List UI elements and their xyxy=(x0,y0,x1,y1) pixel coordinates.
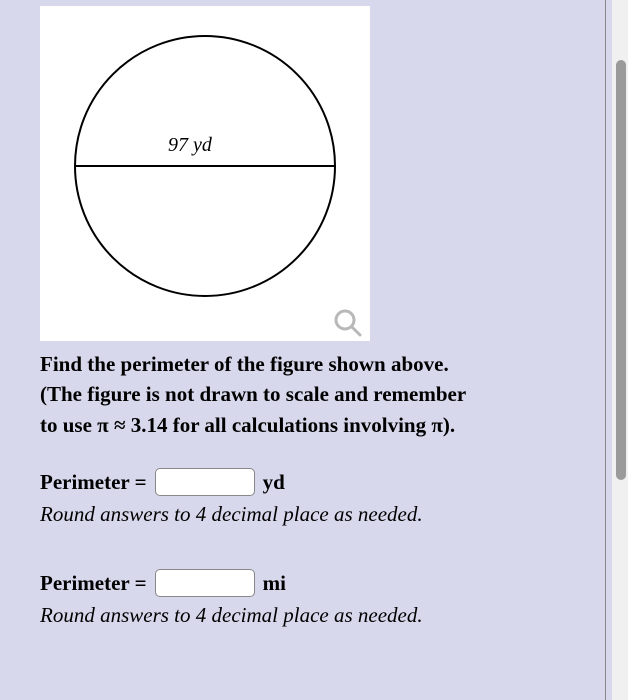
perimeter-label-yd: Perimeter = xyxy=(40,470,147,495)
circle-diagram xyxy=(40,6,370,341)
pi-value: 3.14 xyxy=(131,413,168,437)
rounding-hint-2: Round answers to 4 decimal place as need… xyxy=(40,603,577,628)
prompt-line3-end: ). xyxy=(443,413,455,437)
scrollbar-thumb[interactable] xyxy=(616,60,626,480)
prompt-line3-post: for all calculations involving xyxy=(167,413,431,437)
approx-symbol: ≈ xyxy=(114,413,126,437)
rounding-hint-1: Round answers to 4 decimal place as need… xyxy=(40,502,577,527)
unit-yd: yd xyxy=(263,470,285,495)
pi-symbol-2: π xyxy=(431,413,443,437)
answer-row-yd: Perimeter = yd xyxy=(40,468,577,496)
perimeter-input-mi[interactable] xyxy=(155,569,255,597)
figure-box: 97 yd xyxy=(40,6,370,341)
unit-mi: mi xyxy=(263,571,286,596)
pi-symbol: π xyxy=(97,413,109,437)
perimeter-input-yd[interactable] xyxy=(155,468,255,496)
prompt-line1: Find the perimeter of the figure shown a… xyxy=(40,352,449,376)
scrollbar-track[interactable] xyxy=(612,0,628,700)
diameter-label: 97 yd xyxy=(168,134,212,157)
question-panel: 97 yd Find the perimeter of the figure s… xyxy=(12,0,606,700)
magnify-icon[interactable] xyxy=(332,307,364,339)
answer-row-mi: Perimeter = mi xyxy=(40,569,577,597)
perimeter-label-mi: Perimeter = xyxy=(40,571,147,596)
prompt-line2: (The figure is not drawn to scale and re… xyxy=(40,382,466,406)
question-prompt: Find the perimeter of the figure shown a… xyxy=(40,349,577,440)
prompt-line3-pre: to use xyxy=(40,413,97,437)
